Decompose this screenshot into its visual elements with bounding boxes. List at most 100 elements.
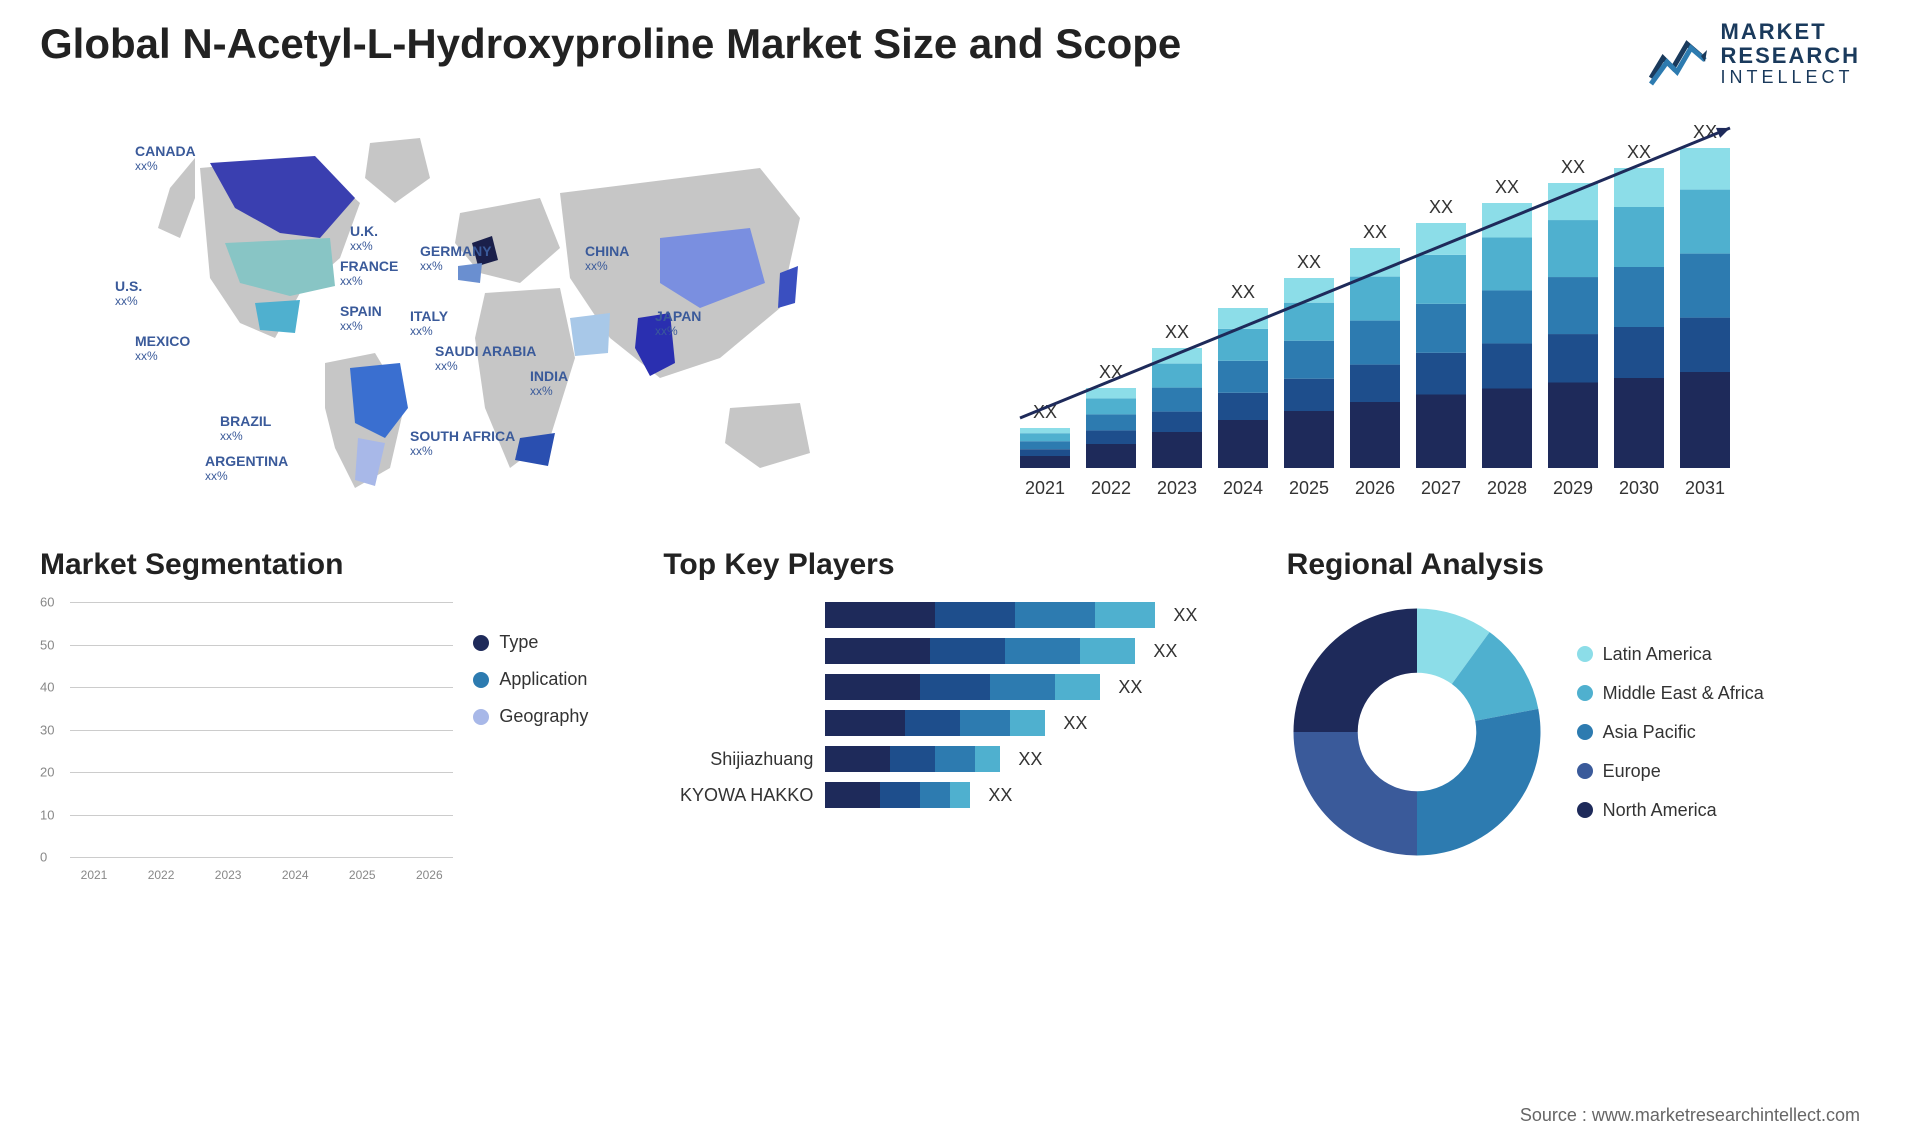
player-bar-segment	[920, 782, 950, 808]
legend-swatch	[1577, 763, 1593, 779]
map-label-italy: ITALYxx%	[410, 308, 448, 338]
growth-bar-seg	[1218, 420, 1268, 468]
legend-swatch	[1577, 724, 1593, 740]
map-label-canada: CANADAxx%	[135, 143, 196, 173]
key-players-panel: Top Key Players XXXXXXXXShijiazhuangXXKY…	[663, 548, 1256, 888]
legend-item: Latin America	[1577, 644, 1764, 665]
growth-year-label: 2021	[1025, 478, 1065, 498]
growth-bar-seg	[1152, 364, 1202, 388]
player-bar-segment	[920, 674, 990, 700]
player-bar-segment	[1080, 638, 1135, 664]
regional-panel: Regional Analysis Latin AmericaMiddle Ea…	[1287, 548, 1880, 888]
growth-bar-seg	[1284, 411, 1334, 468]
player-bar	[825, 674, 1100, 700]
player-label: KYOWA HAKKO	[663, 785, 813, 806]
player-bar-segment	[1095, 602, 1155, 628]
seg-year-label: 2025	[346, 868, 378, 882]
player-bar-segment	[930, 638, 1005, 664]
player-row: XX	[663, 602, 1236, 628]
growth-stacked-bar-chart: XX2021XX2022XX2023XX2024XX2025XX2026XX20…	[980, 108, 1780, 508]
legend-item: Europe	[1577, 761, 1764, 782]
map-label-china: CHINAxx%	[585, 243, 629, 273]
player-bar-segment	[1005, 638, 1080, 664]
donut-slice	[1293, 609, 1417, 733]
growth-bar-value: XX	[1627, 142, 1651, 162]
growth-bar-value: XX	[1363, 222, 1387, 242]
player-bar-segment	[905, 710, 960, 736]
legend-label: Geography	[499, 706, 588, 727]
growth-year-label: 2022	[1091, 478, 1131, 498]
map-country-argentina	[355, 438, 385, 486]
growth-bar-seg	[1482, 389, 1532, 469]
map-country-mexico	[255, 300, 300, 333]
growth-year-label: 2027	[1421, 478, 1461, 498]
growth-bar-value: XX	[1561, 157, 1585, 177]
y-tick-label: 60	[40, 595, 54, 610]
growth-year-label: 2030	[1619, 478, 1659, 498]
player-row: KYOWA HAKKOXX	[663, 782, 1236, 808]
growth-bar-value: XX	[1429, 197, 1453, 217]
player-bar-segment	[1010, 710, 1045, 736]
legend-label: Europe	[1603, 761, 1661, 782]
growth-bar-seg	[1020, 441, 1070, 449]
map-label-uk: U.K.xx%	[350, 223, 378, 253]
key-players-chart: XXXXXXXXShijiazhuangXXKYOWA HAKKOXX	[663, 602, 1256, 808]
growth-bar-seg	[1482, 291, 1532, 344]
player-bar-segment	[1015, 602, 1095, 628]
map-label-india: INDIAxx%	[530, 368, 568, 398]
gridline	[70, 857, 453, 858]
growth-bar-seg	[1482, 238, 1532, 291]
segmentation-panel: Market Segmentation 0102030405060 202120…	[40, 548, 633, 888]
player-bar-segment	[960, 710, 1010, 736]
growth-bar-seg	[1020, 433, 1070, 441]
page-title: Global N-Acetyl-L-Hydroxyproline Market …	[40, 20, 1181, 68]
growth-bar-seg	[1218, 361, 1268, 393]
growth-bar-seg	[1680, 318, 1730, 372]
growth-bar-seg	[1680, 190, 1730, 254]
player-value: XX	[1018, 749, 1042, 770]
growth-year-label: 2029	[1553, 478, 1593, 498]
growth-bar-seg	[1548, 334, 1598, 382]
regional-legend: Latin AmericaMiddle East & AfricaAsia Pa…	[1577, 644, 1764, 821]
map-label-spain: SPAINxx%	[340, 303, 382, 333]
growth-bar-seg	[1482, 344, 1532, 389]
growth-bar-seg	[1350, 321, 1400, 365]
y-tick-label: 0	[40, 850, 47, 865]
growth-bar-seg	[1284, 341, 1334, 379]
growth-year-label: 2023	[1157, 478, 1197, 498]
growth-bar-seg	[1416, 395, 1466, 469]
growth-bar-seg	[1416, 255, 1466, 304]
y-tick-label: 30	[40, 722, 54, 737]
legend-label: Application	[499, 669, 587, 690]
logo-line-2: RESEARCH	[1721, 44, 1860, 68]
legend-swatch	[473, 672, 489, 688]
map-label-saudiarabia: SAUDI ARABIAxx%	[435, 343, 536, 373]
growth-bar-seg	[1086, 444, 1136, 468]
growth-bar-seg	[1548, 183, 1598, 220]
y-tick-label: 20	[40, 765, 54, 780]
growth-bar-value: XX	[1495, 177, 1519, 197]
y-tick-label: 10	[40, 807, 54, 822]
donut-slice	[1293, 732, 1417, 856]
player-bar-segment	[825, 746, 890, 772]
growth-bar-seg	[1350, 402, 1400, 468]
growth-bar-seg	[1020, 456, 1070, 468]
seg-year-label: 2021	[78, 868, 110, 882]
player-value: XX	[1153, 641, 1177, 662]
legend-swatch	[1577, 685, 1593, 701]
segmentation-legend: Type Application Geography	[473, 602, 633, 882]
player-bar	[825, 746, 1000, 772]
legend-label: Asia Pacific	[1603, 722, 1696, 743]
growth-bar-seg	[1086, 431, 1136, 445]
logo-line-3: INTELLECT	[1721, 68, 1860, 88]
growth-bar-seg	[1614, 327, 1664, 378]
growth-year-label: 2028	[1487, 478, 1527, 498]
legend-label: Latin America	[1603, 644, 1712, 665]
player-bar-segment	[990, 674, 1055, 700]
map-country-southafrica	[515, 433, 555, 466]
legend-label: Type	[499, 632, 538, 653]
legend-item: Asia Pacific	[1577, 722, 1764, 743]
seg-year-label: 2023	[212, 868, 244, 882]
growth-arrow-head	[1716, 128, 1730, 138]
player-value: XX	[1063, 713, 1087, 734]
